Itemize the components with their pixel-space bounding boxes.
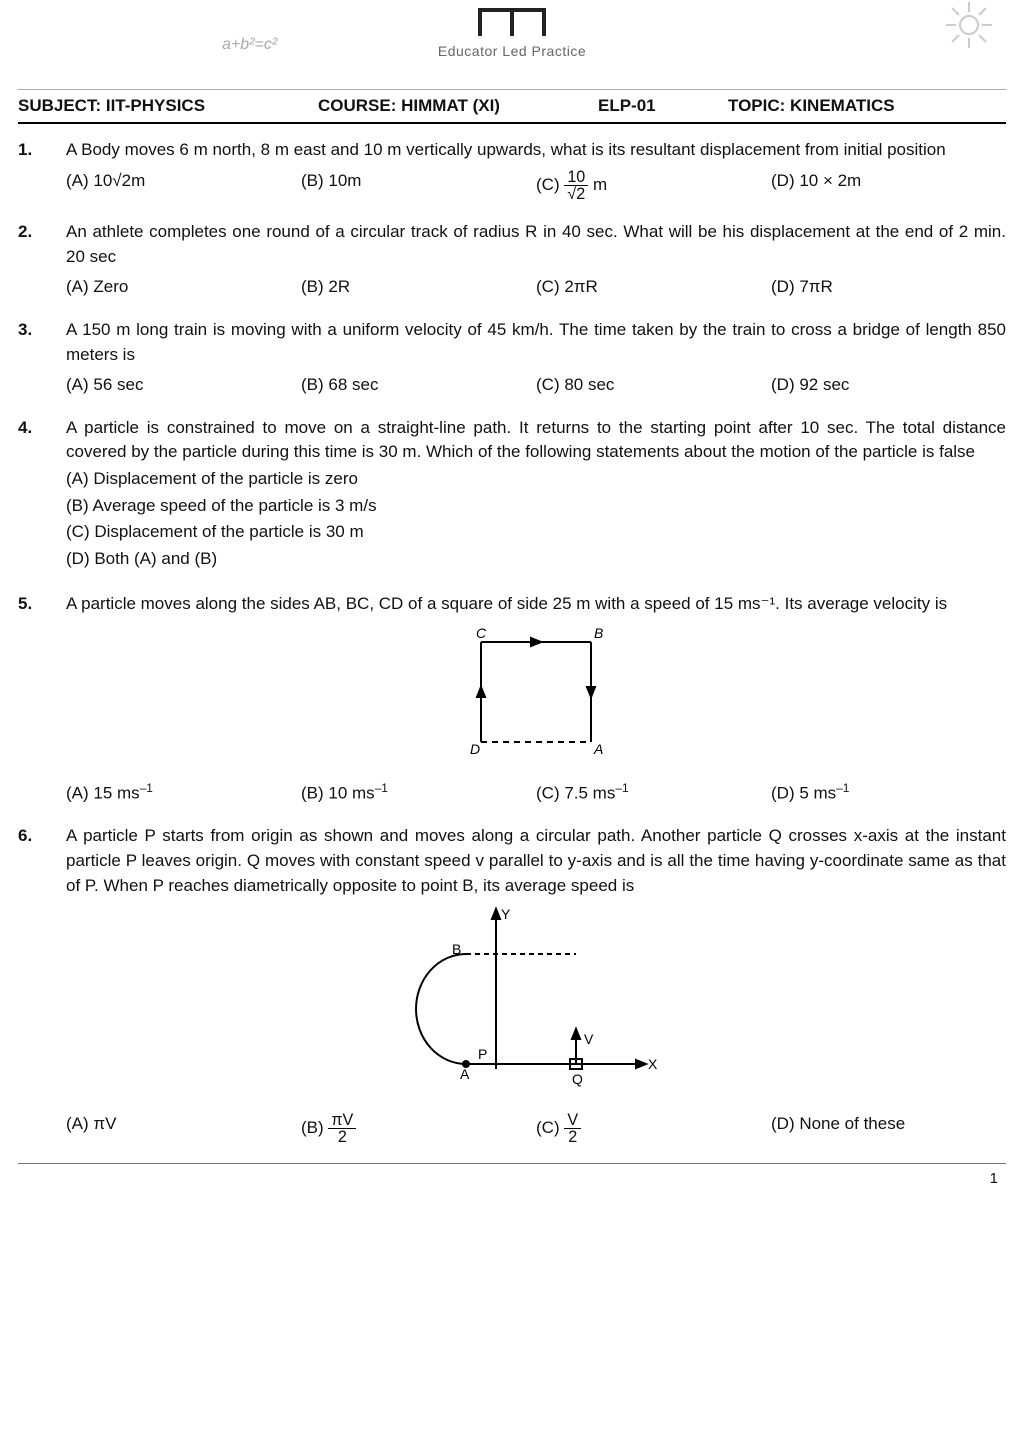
label-V: V <box>584 1031 594 1047</box>
figure-circle: A B P Q Y X V <box>66 904 1006 1102</box>
brand-header: Educator Led Practice <box>18 0 1006 59</box>
options-column: (A) Displacement of the particle is zero… <box>66 467 1006 572</box>
question-number: 5. <box>18 592 66 807</box>
elp-logo <box>478 8 546 41</box>
question-number: 4. <box>18 416 66 574</box>
topic-label: TOPIC: <box>728 96 785 115</box>
option-a: (A) 10√2m <box>66 169 301 202</box>
decorative-formula: a+b²=c² <box>222 36 277 54</box>
label-C: C <box>476 625 487 641</box>
topic-value: KINEMATICS <box>790 96 895 115</box>
option-b: (B) 10 ms–1 <box>301 780 536 806</box>
question-text: A 150 m long train is moving with a unif… <box>66 318 1006 367</box>
question-2: 2. An athlete completes one round of a c… <box>18 220 1006 300</box>
question-5: 5. A particle moves along the sides AB, … <box>18 592 1006 807</box>
options-row: (A) 56 sec (B) 68 sec (C) 80 sec (D) 92 … <box>66 373 1006 398</box>
option-a: (A) Zero <box>66 275 301 300</box>
option-b: (B) πV2 <box>301 1112 536 1145</box>
options-row: (A) Zero (B) 2R (C) 2πR (D) 7πR <box>66 275 1006 300</box>
question-6: 6. A particle P starts from origin as sh… <box>18 824 1006 1145</box>
course-cell: COURSE: HIMMAT (XI) <box>318 96 598 116</box>
option-c: (C) V2 <box>536 1112 771 1145</box>
options-row: (A) πV (B) πV2 (C) V2 (D) None of these <box>66 1112 1006 1145</box>
question-text: A Body moves 6 m north, 8 m east and 10 … <box>66 138 1006 163</box>
question-number: 2. <box>18 220 66 300</box>
question-3: 3. A 150 m long train is moving with a u… <box>18 318 1006 398</box>
question-number: 6. <box>18 824 66 1145</box>
options-row: (A) 15 ms–1 (B) 10 ms–1 (C) 7.5 ms–1 (D)… <box>66 780 1006 806</box>
option-d: (D) None of these <box>771 1112 1006 1145</box>
question-text: A particle moves along the sides AB, BC,… <box>66 592 1006 617</box>
option-d: (D) 10 × 2m <box>771 169 1006 202</box>
subject-cell: SUBJECT: IIT-PHYSICS <box>18 96 318 116</box>
option-b: (B) 10m <box>301 169 536 202</box>
label-A: A <box>593 741 603 757</box>
label-Y: Y <box>501 906 511 922</box>
option-c: (C) 80 sec <box>536 373 771 398</box>
option-a: (A) 15 ms–1 <box>66 780 301 806</box>
label-A: A <box>460 1066 470 1082</box>
label-X: X <box>648 1056 658 1072</box>
info-bar: SUBJECT: IIT-PHYSICS COURSE: HIMMAT (XI)… <box>18 89 1006 124</box>
label-B: B <box>594 625 603 641</box>
page-number: 1 <box>18 1170 1006 1187</box>
option-d: (D) 92 sec <box>771 373 1006 398</box>
figure-square: C B D A <box>66 622 1006 770</box>
question-number: 1. <box>18 138 66 202</box>
option-a: (A) 56 sec <box>66 373 301 398</box>
option-c: (C) 7.5 ms–1 <box>536 780 771 806</box>
questions-container: 1. A Body moves 6 m north, 8 m east and … <box>18 138 1006 1145</box>
option-b: (B) 2R <box>301 275 536 300</box>
option-b: (B) Average speed of the particle is 3 m… <box>66 494 1006 519</box>
subject-value: IIT-PHYSICS <box>106 96 205 115</box>
option-c: (C) 10√2 m <box>536 169 771 202</box>
label-D: D <box>470 741 480 757</box>
footer-separator <box>18 1163 1006 1164</box>
option-a: (A) Displacement of the particle is zero <box>66 467 1006 492</box>
elp-cell: ELP-01 <box>598 96 728 116</box>
option-a: (A) πV <box>66 1112 301 1145</box>
label-Q: Q <box>572 1071 583 1087</box>
option-d: (D) Both (A) and (B) <box>66 547 1006 572</box>
label-P: P <box>478 1046 487 1062</box>
label-B: B <box>452 941 461 957</box>
question-text: A particle is constrained to move on a s… <box>66 416 1006 465</box>
option-d: (D) 5 ms–1 <box>771 780 1006 806</box>
option-d: (D) 7πR <box>771 275 1006 300</box>
subject-label: SUBJECT: <box>18 96 101 115</box>
brand-tagline: Educator Led Practice <box>18 43 1006 59</box>
course-label: COURSE: <box>318 96 396 115</box>
topic-cell: TOPIC: KINEMATICS <box>728 96 1006 116</box>
sun-icon <box>944 0 994 60</box>
option-b: (B) 68 sec <box>301 373 536 398</box>
options-row: (A) 10√2m (B) 10m (C) 10√2 m (D) 10 × 2m <box>66 169 1006 202</box>
option-c: (C) Displacement of the particle is 30 m <box>66 520 1006 545</box>
question-1: 1. A Body moves 6 m north, 8 m east and … <box>18 138 1006 202</box>
question-number: 3. <box>18 318 66 398</box>
question-text: An athlete completes one round of a circ… <box>66 220 1006 269</box>
course-value: HIMMAT (XI) <box>401 96 500 115</box>
option-c: (C) 2πR <box>536 275 771 300</box>
question-text: A particle P starts from origin as shown… <box>66 824 1006 898</box>
question-4: 4. A particle is constrained to move on … <box>18 416 1006 574</box>
